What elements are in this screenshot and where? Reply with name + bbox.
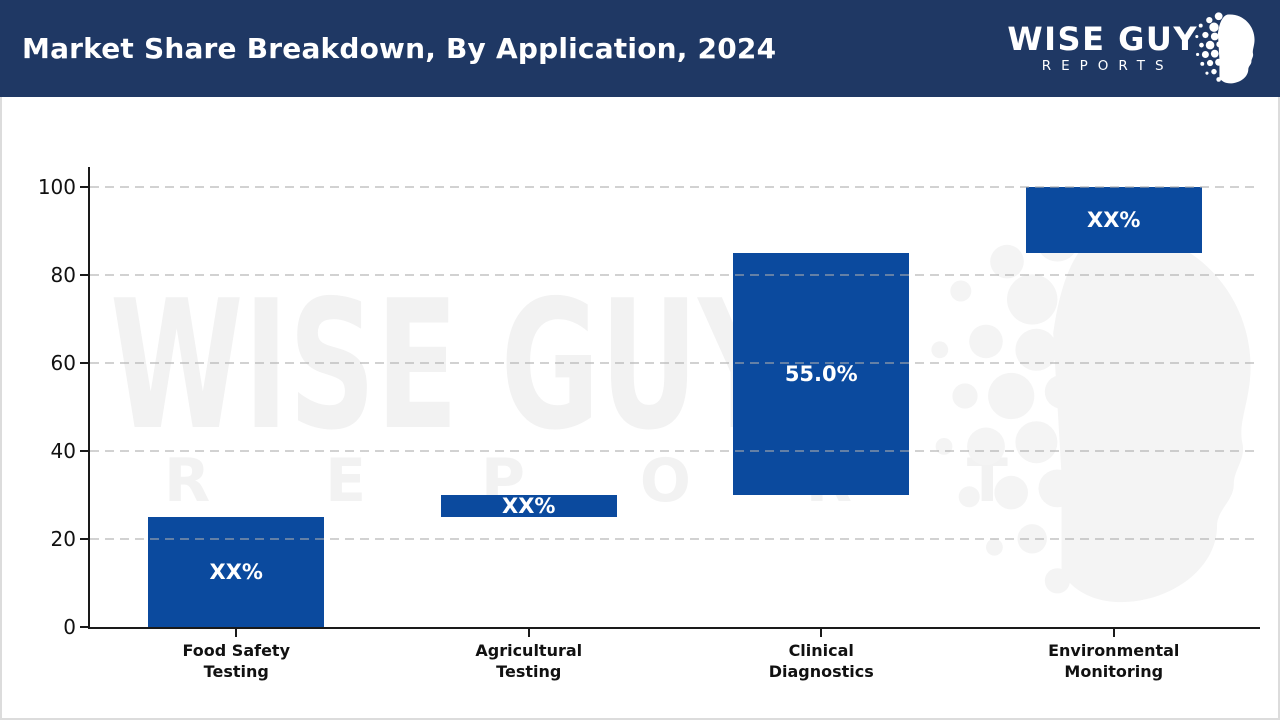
page-title: Market Share Breakdown, By Application, …: [22, 32, 777, 65]
gridline-80: [90, 274, 1258, 276]
x-category-label: Environmental Monitoring: [994, 640, 1234, 682]
x-category-label: Agricultural Testing: [409, 640, 649, 682]
x-category-label-line: Testing: [496, 662, 562, 681]
x-axis: [88, 627, 1260, 629]
y-tick-label-40: 40: [50, 439, 76, 463]
bar-value-label: XX%: [209, 560, 263, 584]
y-tick-100: [80, 186, 88, 188]
plot: 0 20 40 60 80 100 XX% XX% 55.0% XX% Food Safety Tes…: [2, 97, 1278, 718]
y-tick-0: [80, 626, 88, 628]
y-tick-label-80: 80: [50, 263, 76, 287]
y-tick-label-100: 100: [37, 175, 76, 199]
bar-value-label: 55.0%: [784, 362, 858, 386]
bar-clinical-diagnostics: [733, 253, 910, 495]
x-category-label-line: Testing: [203, 662, 269, 681]
y-tick-40: [80, 450, 88, 452]
x-category-label-line: Environmental: [1048, 641, 1180, 660]
x-category-label-line: Diagnostics: [768, 662, 874, 681]
bar-value-label: XX%: [1087, 208, 1141, 232]
gridline-60: [90, 362, 1258, 364]
x-category-label-line: Monitoring: [1064, 662, 1164, 681]
y-tick-20: [80, 538, 88, 540]
x-category-label: Food Safety Testing: [116, 640, 356, 682]
x-category-label-line: Food Safety: [182, 641, 291, 660]
x-tick-3: [1112, 629, 1115, 637]
x-tick-1: [527, 629, 530, 637]
bar-value-label: XX%: [502, 494, 556, 518]
brand-logo: WISE GUY REPORTS: [1007, 6, 1260, 92]
gridline-20: [90, 538, 1258, 540]
watermark-text: WISE GUY: [110, 262, 786, 469]
x-category-label: Clinical Diagnostics: [701, 640, 941, 682]
y-tick-60: [80, 362, 88, 364]
bar-food-safety-testing: [148, 517, 325, 627]
bar-environmental-monitoring: [1025, 187, 1202, 253]
x-tick-0: [235, 629, 238, 637]
y-axis: [88, 167, 90, 629]
y-tick-80: [80, 274, 88, 276]
y-tick-label-60: 60: [50, 351, 76, 375]
x-category-label-line: Clinical: [788, 641, 854, 660]
x-tick-2: [820, 629, 823, 637]
brand-text: WISE GUY REPORTS: [1007, 19, 1198, 75]
gridline-100: [90, 186, 1258, 188]
header: Market Share Breakdown, By Application, …: [0, 0, 1280, 97]
bar-agricultural-testing: [440, 495, 617, 517]
brand-face-icon: [1182, 6, 1260, 92]
brand-sub: REPORTS: [1041, 58, 1174, 75]
brand-name: WISE GUY: [1007, 19, 1198, 58]
gridline-40: [90, 450, 1258, 452]
y-tick-label-0: 0: [63, 615, 76, 639]
x-category-label-line: Agricultural: [475, 641, 583, 660]
y-tick-label-20: 20: [50, 527, 76, 551]
chart-area: WISE GUY R E P O R T S 0 20 40 60 80 100 XX% XX…: [0, 97, 1280, 720]
